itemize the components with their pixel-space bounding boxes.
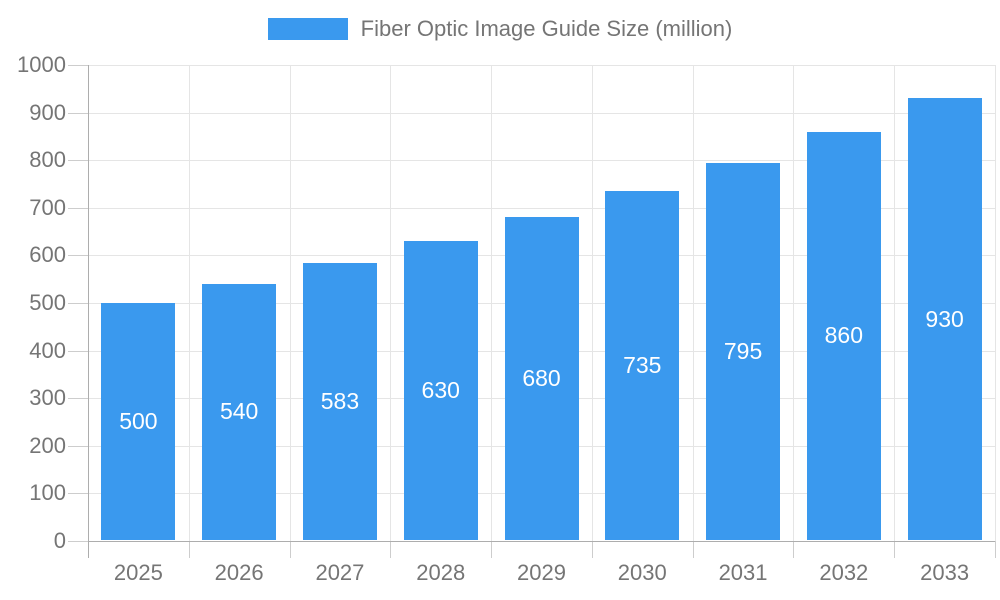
bar[interactable] <box>202 283 277 540</box>
bar-value-label: 680 <box>522 365 561 392</box>
bar-value-label: 860 <box>824 322 864 349</box>
bar-value-label: 735 <box>623 352 662 379</box>
x-axis-tick <box>188 541 190 558</box>
x-axis-line <box>88 541 995 542</box>
y-axis-label: 800 <box>29 147 66 173</box>
grid-line-horizontal <box>88 112 995 114</box>
x-axis-tick <box>591 541 593 558</box>
legend-item[interactable]: Fiber Optic Image Guide Size (million) <box>267 16 733 42</box>
bar[interactable] <box>504 217 579 540</box>
grid-line-horizontal <box>88 160 995 162</box>
grid-line-vertical <box>491 65 493 541</box>
bar-value-label: 540 <box>219 398 259 425</box>
bar[interactable] <box>302 263 377 540</box>
y-axis-label: 0 <box>53 528 66 553</box>
grid-line-vertical <box>692 65 694 541</box>
grid-line-horizontal <box>88 65 995 66</box>
bar[interactable] <box>706 162 781 540</box>
x-axis-tick <box>894 541 896 558</box>
y-axis-label: 900 <box>29 99 66 125</box>
y-axis-label: 100 <box>29 480 66 506</box>
x-axis-label: 2029 <box>517 560 566 585</box>
bar-value-label: 930 <box>925 305 964 332</box>
y-axis-label: 700 <box>29 194 66 220</box>
grid-line-vertical <box>390 65 392 541</box>
bar[interactable] <box>403 241 478 540</box>
bar-value-label: 500 <box>119 408 158 434</box>
x-axis-tick <box>692 541 694 558</box>
legend-label: Fiber Optic Image Guide Size (million) <box>360 16 733 41</box>
x-axis-tick <box>289 541 291 558</box>
x-axis-tick <box>793 541 795 558</box>
x-axis-label: 2028 <box>416 560 466 585</box>
y-axis-tick <box>68 398 88 400</box>
grid-line-horizontal <box>88 207 995 209</box>
y-axis-label: 200 <box>29 432 66 458</box>
x-axis-tick <box>995 541 996 558</box>
x-axis-label: 2027 <box>315 560 365 585</box>
y-axis-label: 400 <box>29 337 66 363</box>
y-axis-line <box>88 65 89 558</box>
bar[interactable] <box>806 131 881 540</box>
y-axis-tick <box>68 207 88 209</box>
grid-line-vertical <box>591 65 593 541</box>
grid-line-vertical <box>793 65 795 541</box>
grid-line-vertical <box>995 65 996 541</box>
bar[interactable] <box>907 98 982 540</box>
bar[interactable] <box>101 303 176 540</box>
y-axis-tick <box>68 493 88 495</box>
x-axis-tick <box>390 541 392 558</box>
grid-line-vertical <box>289 65 291 541</box>
y-axis-tick <box>68 65 88 66</box>
y-axis-label: 500 <box>29 290 66 315</box>
y-axis-tick <box>68 541 88 542</box>
y-axis-tick <box>68 112 88 114</box>
x-axis-label: 2031 <box>718 560 768 585</box>
bar[interactable] <box>605 191 680 540</box>
bar-value-label: 583 <box>320 388 360 415</box>
y-axis-label: 1000 <box>17 52 66 77</box>
bar-value-label: 795 <box>723 337 763 364</box>
y-axis-tick <box>68 445 88 447</box>
y-axis-label: 600 <box>29 242 66 268</box>
x-axis-label: 2033 <box>920 560 970 585</box>
grid-line-vertical <box>188 65 190 541</box>
x-axis-label: 2026 <box>214 560 264 585</box>
bar-value-label: 630 <box>421 377 460 404</box>
y-axis-tick <box>68 303 88 304</box>
y-axis-label: 300 <box>29 385 66 411</box>
legend-swatch <box>267 18 348 40</box>
x-axis-label: 2025 <box>113 560 163 585</box>
x-axis-label: 2030 <box>617 560 667 585</box>
grid-line-vertical <box>894 65 896 541</box>
y-axis-tick <box>68 350 88 352</box>
x-axis-tick <box>491 541 493 558</box>
y-axis-tick <box>68 160 88 162</box>
legend: Fiber Optic Image Guide Size (million) <box>0 16 1000 42</box>
x-axis-label: 2032 <box>819 560 869 585</box>
y-axis-tick <box>68 255 88 257</box>
